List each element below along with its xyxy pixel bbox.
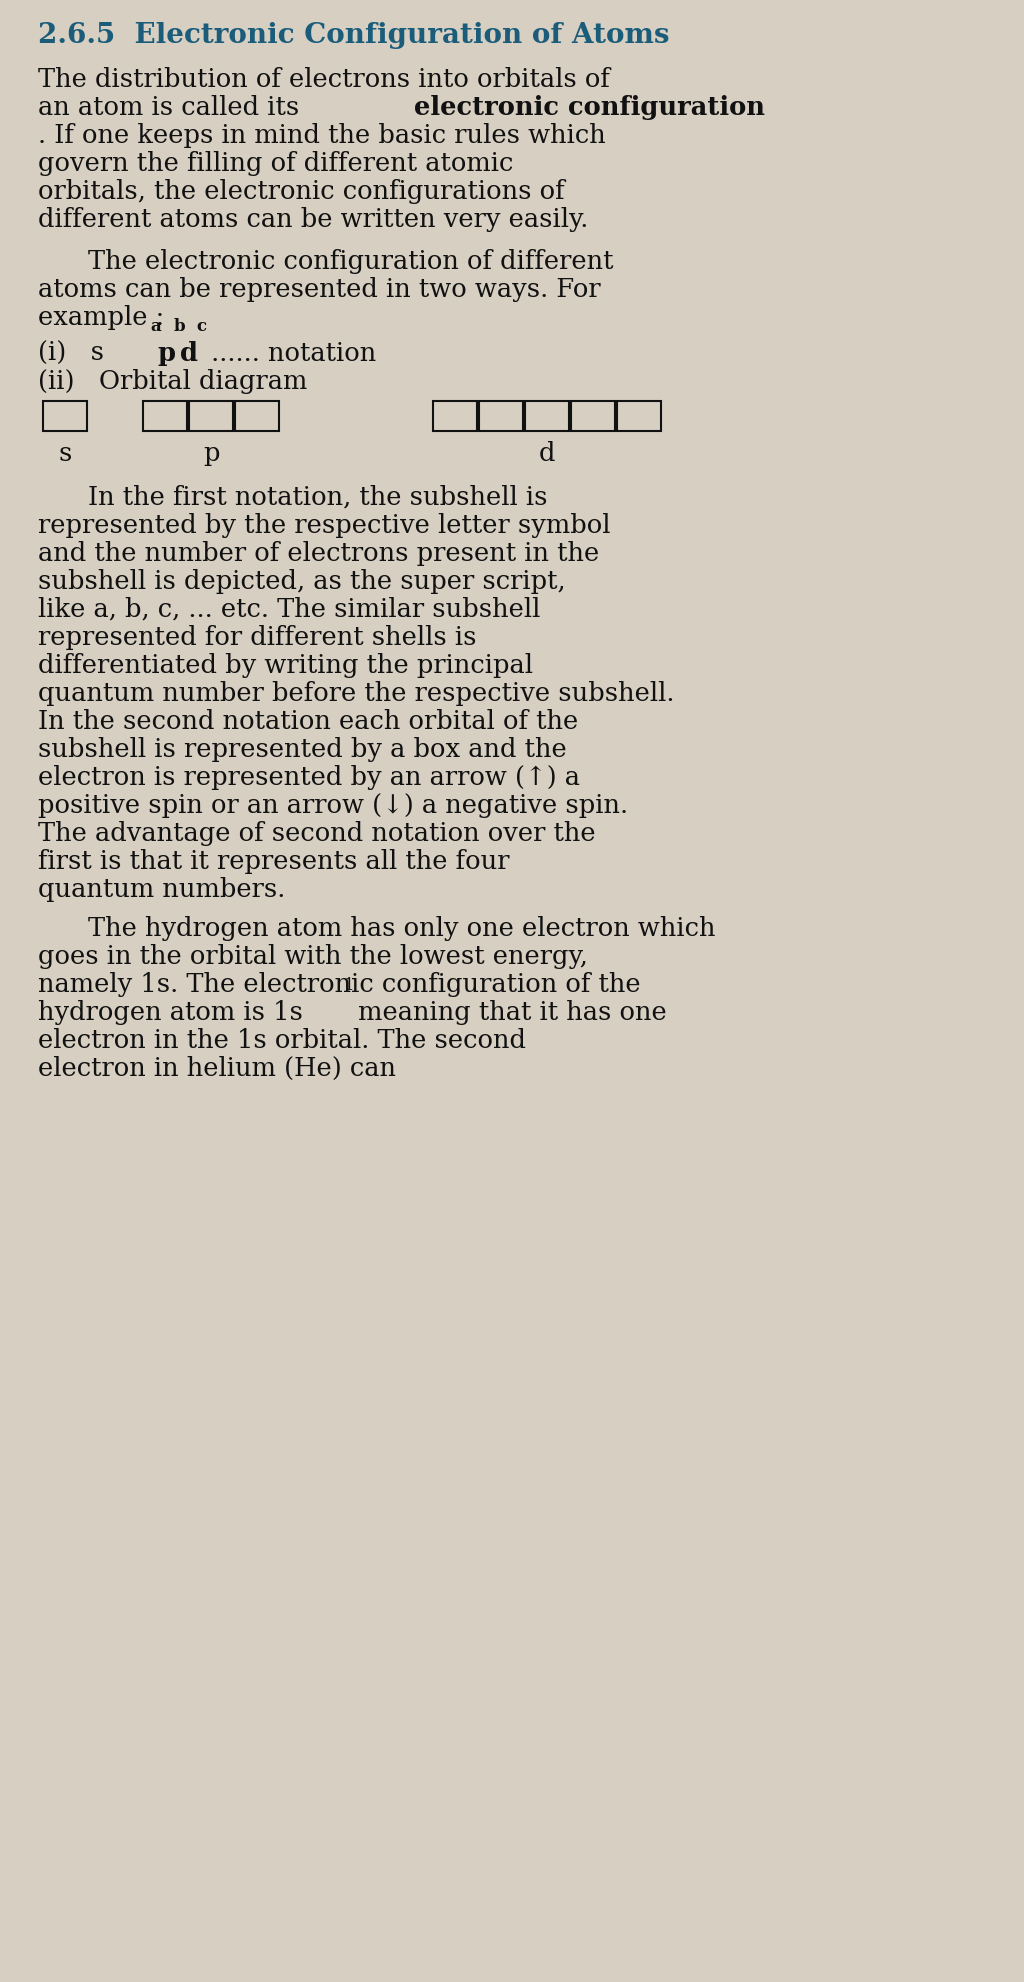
Text: quantum numbers.: quantum numbers.: [38, 876, 286, 902]
Bar: [189, 402, 233, 432]
Text: example :: example :: [38, 305, 164, 329]
Text: hydrogen atom is 1s: hydrogen atom is 1s: [38, 1001, 303, 1025]
Text: (i)   s: (i) s: [38, 341, 104, 367]
Text: represented by the respective letter symbol: represented by the respective letter sym…: [38, 513, 610, 537]
Text: orbitals, the electronic configurations of: orbitals, the electronic configurations …: [38, 178, 564, 204]
Text: namely 1s. The electronic configuration of the: namely 1s. The electronic configuration …: [38, 973, 641, 997]
Text: electron in helium (He) can: electron in helium (He) can: [38, 1056, 396, 1082]
Text: a: a: [151, 319, 162, 335]
Text: electronic configuration: electronic configuration: [406, 95, 765, 119]
Bar: [43, 402, 87, 432]
Text: 1: 1: [344, 977, 354, 995]
Text: ...... notation: ...... notation: [203, 341, 376, 367]
Text: meaning that it has one: meaning that it has one: [350, 1001, 667, 1025]
Bar: [143, 402, 187, 432]
Text: represented for different shells is: represented for different shells is: [38, 624, 476, 650]
Text: p: p: [203, 442, 219, 466]
Bar: [479, 402, 523, 432]
Bar: [433, 402, 477, 432]
Text: goes in the orbital with the lowest energy,: goes in the orbital with the lowest ener…: [38, 943, 588, 969]
Text: different atoms can be written very easily.: different atoms can be written very easi…: [38, 206, 589, 232]
Text: The distribution of electrons into orbitals of: The distribution of electrons into orbit…: [38, 67, 610, 91]
Text: atoms can be represented in two ways. For: atoms can be represented in two ways. Fo…: [38, 277, 601, 301]
Text: (ii)   Orbital diagram: (ii) Orbital diagram: [38, 369, 307, 394]
Text: differentiated by writing the principal: differentiated by writing the principal: [38, 652, 534, 678]
Text: first is that it represents all the four: first is that it represents all the four: [38, 848, 510, 874]
Text: subshell is depicted, as the super script,: subshell is depicted, as the super scrip…: [38, 569, 565, 595]
Text: an atom is called its: an atom is called its: [38, 95, 299, 119]
Text: d: d: [180, 341, 198, 367]
Text: and the number of electrons present in the: and the number of electrons present in t…: [38, 541, 599, 567]
Text: The advantage of second notation over the: The advantage of second notation over th…: [38, 821, 596, 846]
Text: s: s: [58, 442, 72, 466]
Bar: [617, 402, 662, 432]
Text: electron in the 1s orbital. The second: electron in the 1s orbital. The second: [38, 1029, 526, 1052]
Bar: [525, 402, 569, 432]
Text: electron is represented by an arrow (↑) a: electron is represented by an arrow (↑) …: [38, 765, 580, 791]
Text: In the second notation each orbital of the: In the second notation each orbital of t…: [38, 710, 579, 733]
Text: . If one keeps in mind the basic rules which: . If one keeps in mind the basic rules w…: [38, 123, 606, 149]
Text: c: c: [196, 319, 206, 335]
Text: subshell is represented by a box and the: subshell is represented by a box and the: [38, 737, 566, 761]
Bar: [571, 402, 615, 432]
Text: 2.6.5  Electronic Configuration of Atoms: 2.6.5 Electronic Configuration of Atoms: [38, 22, 670, 50]
Text: govern the filling of different atomic: govern the filling of different atomic: [38, 151, 513, 176]
Text: positive spin or an arrow (↓) a negative spin.: positive spin or an arrow (↓) a negative…: [38, 793, 628, 819]
Text: The hydrogen atom has only one electron which: The hydrogen atom has only one electron …: [88, 916, 716, 941]
Text: b: b: [173, 319, 185, 335]
Text: like a, b, c, ... etc. The similar subshell: like a, b, c, ... etc. The similar subsh…: [38, 597, 541, 622]
Text: quantum number before the respective subshell.: quantum number before the respective sub…: [38, 682, 675, 706]
Bar: [234, 402, 279, 432]
Text: The electronic configuration of different: The electronic configuration of differen…: [88, 250, 613, 274]
Text: d: d: [539, 442, 555, 466]
Text: p: p: [158, 341, 175, 367]
Text: In the first notation, the subshell is: In the first notation, the subshell is: [88, 486, 548, 509]
